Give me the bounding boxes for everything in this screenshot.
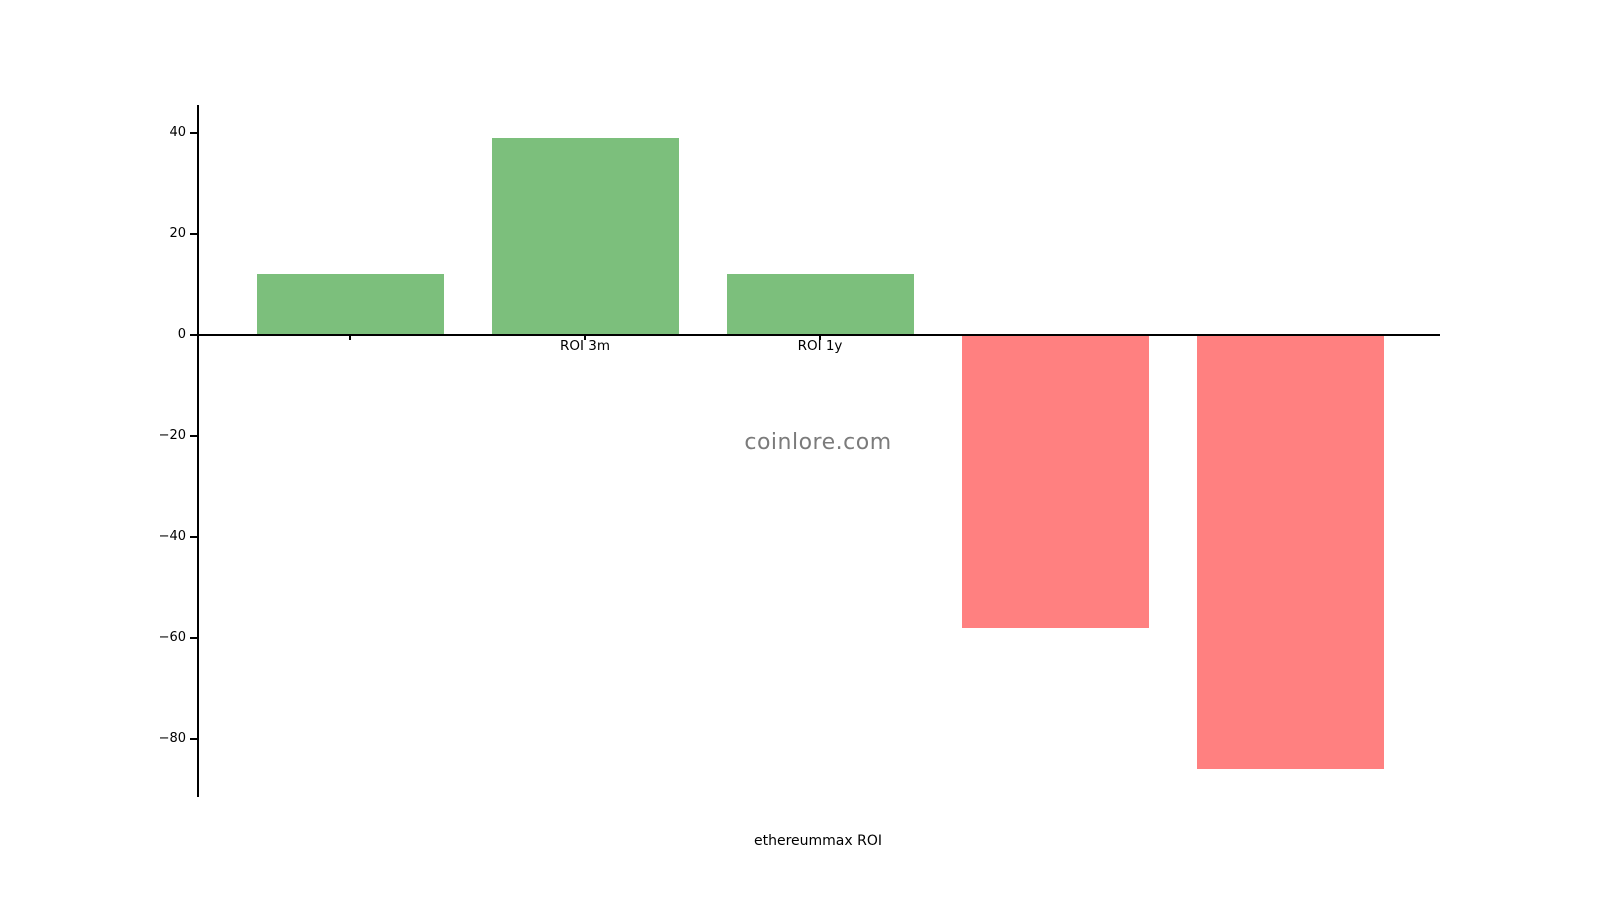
y-tick-label: −40: [158, 528, 186, 544]
y-tick-label: 0: [177, 326, 186, 342]
x-tick-mark: [584, 334, 586, 340]
y-tick-mark: [190, 536, 197, 538]
y-tick-mark: [190, 435, 197, 437]
bar: [1196, 334, 1384, 770]
bar: [256, 274, 444, 335]
y-tick-mark: [190, 233, 197, 235]
y-axis-spine: [197, 105, 199, 797]
y-tick-mark: [190, 637, 197, 639]
x-axis-line: [196, 334, 1440, 336]
x-tick-label: ROI 3m: [559, 337, 611, 354]
y-tick-label: −80: [158, 730, 186, 746]
y-tick-mark: [190, 334, 197, 336]
watermark: coinlore.com: [744, 430, 892, 455]
y-tick-label: −20: [158, 427, 186, 443]
y-tick-label: 40: [169, 124, 186, 140]
y-tick-label: −60: [158, 629, 186, 645]
bar: [726, 274, 914, 335]
x-tick-mark: [819, 334, 821, 340]
x-axis-title: ethereummax ROI: [754, 833, 882, 849]
bar: [961, 334, 1149, 628]
bar: [491, 137, 679, 335]
y-tick-label: 20: [169, 225, 186, 241]
x-tick-mark: [349, 334, 351, 340]
x-tick-label: ROI 1y: [797, 337, 843, 354]
y-tick-mark: [190, 738, 197, 740]
y-tick-mark: [190, 132, 197, 134]
